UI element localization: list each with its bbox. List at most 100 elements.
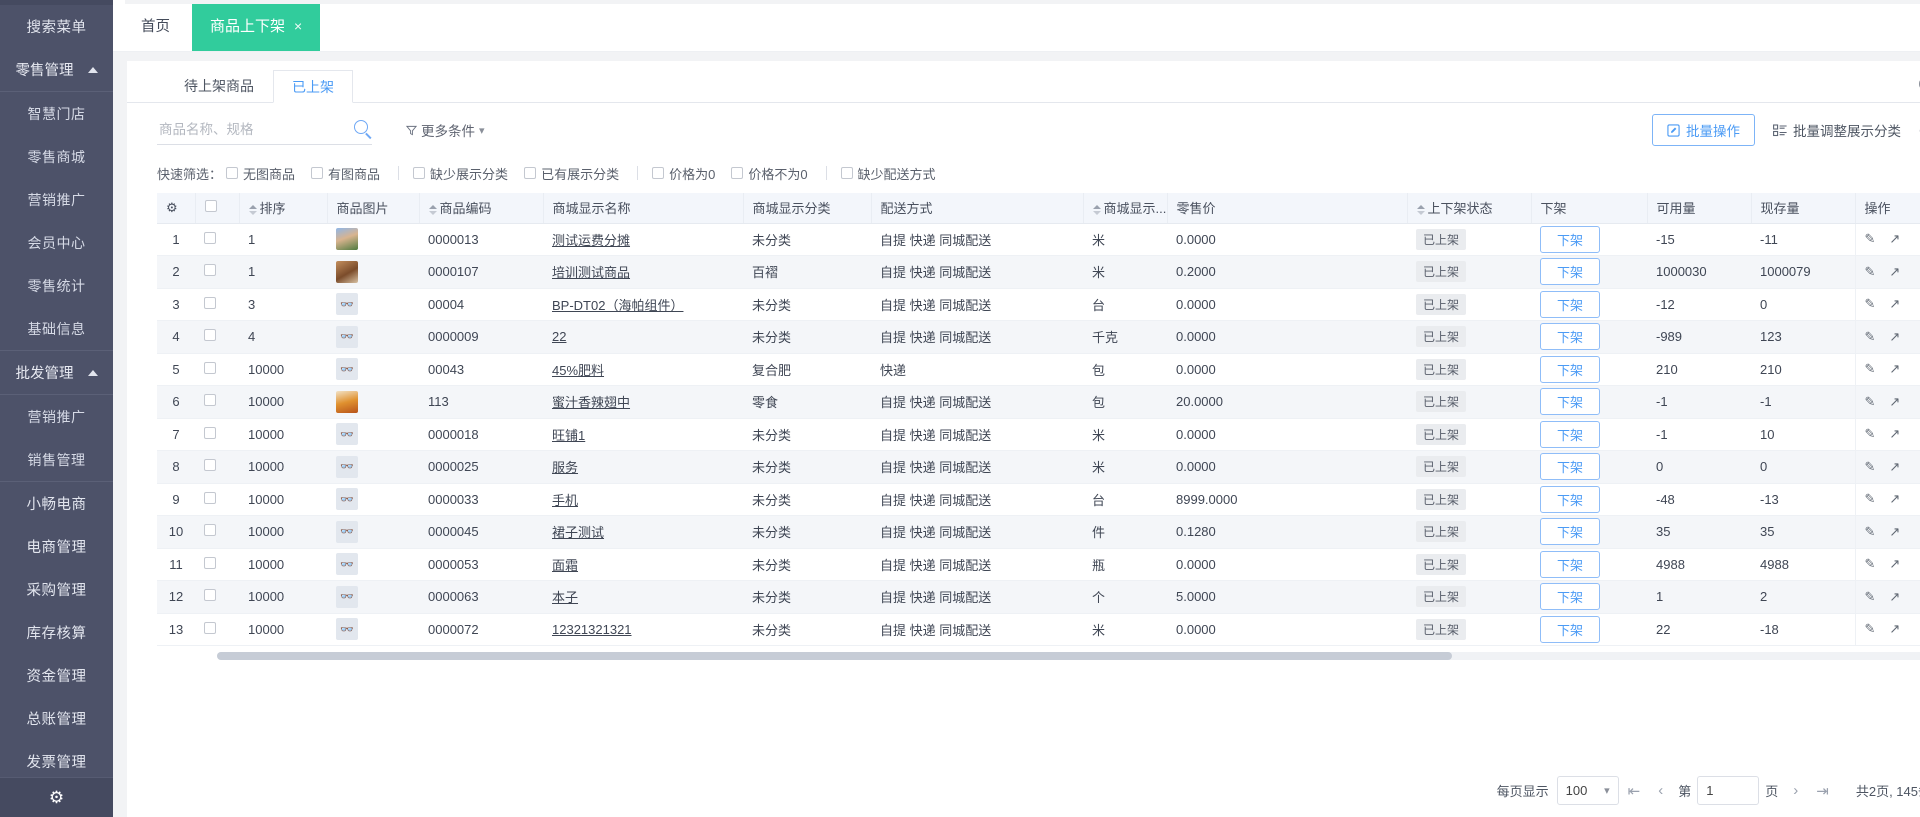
take-offline-button[interactable]: 下架 (1540, 453, 1601, 481)
external-link-icon[interactable]: ↗ (1889, 361, 1901, 377)
checkbox-icon[interactable] (652, 167, 665, 179)
cell-name[interactable]: 培训测试商品 (543, 255, 743, 289)
sidebar-item-ecommerce-mgmt[interactable]: 电商管理 (0, 525, 113, 568)
cell-ops[interactable]: ✎ ↗ (1854, 223, 1920, 256)
cell-ops[interactable]: ✎ ↗ (1854, 548, 1920, 581)
product-name-link[interactable]: 裙子测试 (552, 525, 605, 541)
checkbox-icon[interactable] (840, 167, 853, 179)
cell-action-off[interactable]: 下架 (1531, 223, 1647, 256)
cell-action-off[interactable]: 下架 (1531, 515, 1647, 549)
column-status[interactable]: 上下架状态 (1407, 193, 1532, 224)
cell-name[interactable]: 12321321321 (543, 613, 743, 646)
cell-action-off[interactable]: 下架 (1531, 288, 1647, 321)
tab-home[interactable]: 首页 (119, 0, 192, 51)
edit-icon[interactable]: ✎ (1864, 263, 1876, 279)
edit-icon[interactable]: ✎ (1864, 556, 1876, 572)
search-icon[interactable] (354, 120, 368, 134)
quick-filter-has-category[interactable]: 已有展示分类 (524, 164, 619, 183)
sidebar-group-wholesale[interactable]: 批发管理 (0, 351, 113, 394)
take-offline-button[interactable]: 下架 (1540, 583, 1601, 611)
checkbox-icon[interactable] (204, 296, 216, 309)
sidebar-item-purchase-mgmt[interactable]: 采购管理 (0, 568, 113, 611)
sidebar-item-fund-mgmt[interactable]: 资金管理 (0, 654, 113, 697)
cell-ops[interactable]: ✎ ↗ (1854, 515, 1920, 549)
sidebar-item-basic-info[interactable]: 基础信息 (0, 307, 113, 350)
external-link-icon[interactable]: ↗ (1889, 393, 1901, 409)
product-name-link[interactable]: 旺铺1 (552, 427, 586, 443)
checkbox-icon[interactable] (311, 167, 324, 179)
table-row[interactable]: 1 1 0000013 测试运费分摊 未分类 自提 快递 同城配送米 0.0000 已上架 下架… (157, 223, 1920, 256)
checkbox-icon[interactable] (204, 231, 216, 244)
prev-page-button[interactable]: ‹ (1658, 782, 1664, 799)
quick-filter-no-image[interactable]: 无图商品 (226, 164, 295, 183)
cell-select[interactable] (195, 288, 239, 321)
quick-filter-missing-category[interactable]: 缺少展示分类 (413, 164, 508, 183)
take-offline-button[interactable]: 下架 (1540, 485, 1601, 513)
cell-select[interactable] (195, 450, 239, 484)
table-row[interactable]: 2 1 0000107 培训测试商品 百褶 自提 快递 同城配送米 0.2000 已上架 下架 1… (157, 255, 1920, 289)
checkbox-icon[interactable] (413, 167, 426, 179)
edit-icon[interactable]: ✎ (1864, 393, 1876, 409)
cell-ops[interactable]: ✎ ↗ (1854, 483, 1920, 516)
cell-select[interactable] (195, 483, 239, 516)
cell-action-off[interactable]: 下架 (1531, 450, 1647, 484)
cell-name[interactable]: 服务 (543, 450, 743, 484)
edit-icon[interactable]: ✎ (1864, 361, 1876, 377)
checkbox-icon[interactable] (204, 264, 216, 277)
cell-name[interactable]: BP-DT02（海帕组件） (543, 288, 743, 321)
cell-ops[interactable]: ✎ ↗ (1854, 450, 1920, 484)
table-row[interactable]: 5100000004345%肥料复合肥快递包0.0000已上架下架210210✎… (157, 353, 1920, 386)
edit-icon[interactable]: ✎ (1864, 328, 1876, 344)
sidebar-item-inventory-accounting[interactable]: 库存核算 (0, 611, 113, 654)
sidebar-settings-bar[interactable]: ⚙ (0, 777, 113, 817)
edit-icon[interactable]: ✎ (1864, 588, 1876, 604)
edit-icon[interactable]: ✎ (1864, 426, 1876, 442)
checkbox-icon[interactable] (204, 621, 216, 634)
checkbox-icon[interactable] (204, 329, 216, 342)
edit-icon[interactable]: ✎ (1864, 231, 1876, 247)
column-settings[interactable]: ⚙ (157, 193, 196, 224)
cell-action-off[interactable]: 下架 (1531, 483, 1647, 516)
checkbox-icon[interactable] (204, 200, 217, 213)
cell-name[interactable]: 旺铺1 (543, 418, 743, 451)
external-link-icon[interactable]: ↗ (1889, 491, 1901, 507)
product-name-link[interactable]: 12321321321 (552, 621, 632, 637)
product-name-link[interactable]: 本子 (552, 590, 579, 606)
cell-ops[interactable]: ✎ ↗ (1854, 288, 1920, 321)
external-link-icon[interactable]: ↗ (1889, 231, 1901, 247)
sidebar-item-smart-store[interactable]: 智慧门店 (0, 92, 113, 135)
external-link-icon[interactable]: ↗ (1889, 328, 1901, 344)
search-input[interactable] (157, 115, 372, 145)
take-offline-button[interactable]: 下架 (1540, 518, 1601, 546)
cell-select[interactable] (195, 613, 239, 646)
checkbox-icon[interactable] (204, 426, 216, 439)
cell-ops[interactable]: ✎ ↗ (1854, 255, 1920, 289)
gear-icon[interactable]: ⚙ (48, 787, 65, 807)
sidebar-item-xiaochang-ecommerce[interactable]: 小畅电商 (0, 482, 113, 525)
subtab-listed[interactable]: 已上架 (273, 70, 353, 103)
cell-select[interactable] (195, 353, 239, 386)
edit-icon[interactable]: ✎ (1864, 458, 1876, 474)
sidebar-search-menu[interactable]: 搜索菜单 (0, 5, 113, 48)
product-name-link[interactable]: 45%肥料 (552, 362, 605, 378)
cell-name[interactable]: 22 (543, 320, 743, 354)
sidebar-item-retail-stats[interactable]: 零售统计 (0, 264, 113, 307)
take-offline-button[interactable]: 下架 (1540, 258, 1601, 286)
cell-action-off[interactable]: 下架 (1531, 320, 1647, 354)
cell-name[interactable]: 面霜 (543, 548, 743, 581)
subtab-pending-listing[interactable]: 待上架商品 (165, 69, 273, 102)
batch-operate-button[interactable]: 批量操作 (1652, 114, 1755, 146)
close-icon[interactable]: × (294, 17, 303, 34)
checkbox-icon[interactable] (204, 556, 216, 569)
sidebar-item-sales-mgmt[interactable]: 销售管理 (0, 438, 113, 481)
sidebar-item-ledger-mgmt[interactable]: 总账管理 (0, 697, 113, 740)
cell-action-off[interactable]: 下架 (1531, 548, 1647, 581)
take-offline-button[interactable]: 下架 (1540, 323, 1601, 351)
external-link-icon[interactable]: ↗ (1889, 621, 1901, 637)
external-link-icon[interactable]: ↗ (1889, 263, 1901, 279)
external-link-icon[interactable]: ↗ (1889, 296, 1901, 312)
